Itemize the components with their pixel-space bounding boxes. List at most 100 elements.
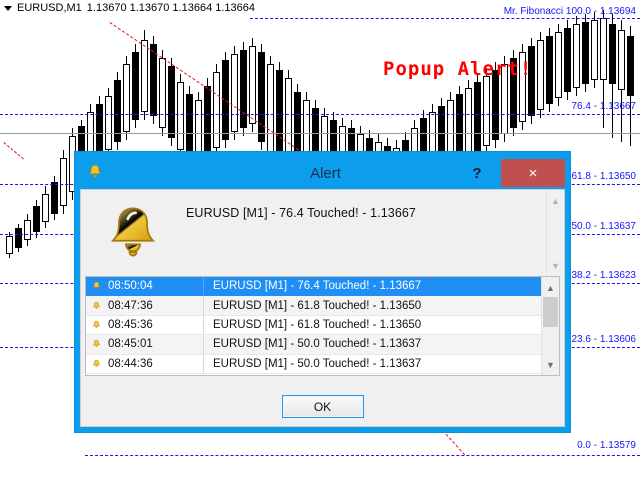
candle-body (42, 194, 49, 222)
close-icon[interactable]: × (501, 159, 565, 187)
candle-body (114, 80, 121, 142)
chart-ohlc-quotes: 1.13670 1.13670 1.13664 1.13664 (86, 2, 256, 14)
candle-body (213, 72, 220, 148)
dialog-titlebar[interactable]: Alert ? × (80, 157, 565, 189)
fib-line-0 (0, 114, 640, 115)
fib-label-0: 0.0 - 1.13579 (577, 440, 636, 451)
candle-body (267, 64, 274, 158)
candle-body (177, 82, 184, 150)
bell-icon (91, 280, 102, 292)
alert-time-text: 08:45:36 (108, 318, 153, 331)
candle-body (519, 52, 526, 122)
alert-time-cell: 08:47:36 (86, 296, 204, 315)
trend-line-lower (442, 430, 466, 456)
alert-dialog[interactable]: Alert ? × (75, 152, 570, 432)
candle-body (528, 46, 535, 116)
alert-history-list[interactable]: 08:50:04 EURUSD [M1] - 76.4 Touched! - 1.… (85, 276, 560, 376)
fib-label-2: 50.0 - 1.13637 (571, 221, 637, 232)
alert-time-text: 08:50:04 (108, 280, 153, 293)
scrollbar-thumb[interactable] (543, 297, 558, 327)
alert-time-text: 08:44:36 (108, 357, 153, 370)
table-row[interactable]: 08:50:04 EURUSD [M1] - 76.4 Touched! - 1.… (86, 277, 559, 297)
chevron-down-icon[interactable]: ▼ (546, 359, 555, 370)
candle-body (609, 24, 616, 84)
alert-message-cell: EURUSD [M1] - 50.0 Touched! - 1.13637 (213, 357, 422, 370)
alert-time-text: 08:47:36 (108, 299, 153, 312)
chevron-up-icon[interactable]: ▲ (546, 282, 555, 293)
candle-body (60, 158, 67, 206)
candle-body (591, 20, 598, 80)
help-icon[interactable]: ? (472, 164, 482, 182)
candle-body (33, 206, 40, 232)
chart-header: EURUSD,M1 1.13670 1.13670 1.13664 1.1366… (0, 0, 255, 16)
alert-time-cell: 08:45:36 (86, 315, 204, 335)
candle-body (240, 50, 247, 128)
bell-icon (86, 163, 104, 181)
trend-line-left-stub (3, 142, 24, 160)
message-scrollbar[interactable]: ▲ ▼ (546, 190, 564, 276)
dialog-title: Alert (310, 164, 341, 182)
candle-body (123, 64, 130, 132)
list-scrollbar[interactable]: ▲ ▼ (541, 277, 559, 375)
candle-body (231, 54, 238, 132)
ok-button[interactable]: OK (281, 395, 364, 418)
alert-message-cell: EURUSD [M1] - 50.0 Touched! - 1.13637 (213, 338, 422, 351)
fib-label-3: 38.2 - 1.13623 (571, 270, 637, 281)
dialog-button-row: OK (81, 395, 564, 418)
candle-body (492, 70, 499, 140)
alert-time-cell: 08:44:36 (86, 354, 204, 373)
candle-body (627, 36, 634, 96)
fib-label-0: 76.4 - 1.13667 (571, 101, 637, 112)
candle-body (24, 220, 31, 240)
table-row[interactable]: 08:45:01 EURUSD [M1] - 50.0 Touched! - 1.… (86, 335, 559, 355)
fib-label-100: Mr. Fibonacci 100.0 - 1.13694 (503, 6, 636, 17)
candle-body (465, 88, 472, 158)
fib-line-0 (85, 455, 640, 456)
candle-body (6, 236, 13, 254)
candle-body (15, 228, 22, 248)
candle-body (249, 46, 256, 124)
candle-body (51, 182, 58, 214)
chevron-down-icon[interactable] (4, 6, 12, 11)
fib-line-100 (250, 18, 640, 19)
candle-body (141, 40, 148, 112)
candle-body (573, 24, 580, 88)
candle-body (258, 52, 265, 142)
alert-message-cell: EURUSD [M1] - 76.4 Touched! - 1.13667 (213, 280, 422, 293)
candle-body (159, 58, 166, 128)
table-row[interactable]: 08:44:36 EURUSD [M1] - 50.0 Touched! - 1.… (86, 354, 559, 374)
alert-time-text: 08:45:01 (108, 338, 153, 351)
candle-body (546, 36, 553, 104)
bell-large-icon (105, 202, 161, 262)
alert-message-text: EURUSD [M1] - 76.4 Touched! - 1.13667 (186, 206, 416, 220)
candle-body (168, 66, 175, 138)
candle-body (537, 40, 544, 110)
candle-body (222, 60, 229, 140)
candle-body (474, 82, 481, 152)
chevron-down-icon[interactable]: ▼ (551, 260, 560, 271)
chevron-up-icon[interactable]: ▲ (551, 195, 560, 206)
candle-body (105, 96, 112, 150)
current-price-line (0, 133, 640, 134)
bell-icon (91, 319, 102, 331)
candle-body (510, 58, 517, 128)
alert-message-panel: EURUSD [M1] - 76.4 Touched! - 1.13667 ▲ … (81, 190, 564, 276)
close-glyph: × (528, 164, 538, 182)
fib-label-4: 23.6 - 1.13606 (571, 334, 637, 345)
alert-message-cell: EURUSD [M1] - 61.8 Touched! - 1.13650 (213, 299, 422, 312)
alert-time-cell: 08:45:01 (86, 335, 204, 354)
candle-body (555, 32, 562, 98)
alert-message-cell: EURUSD [M1] - 61.8 Touched! - 1.13650 (213, 318, 422, 331)
table-row[interactable]: 08:47:36 EURUSD [M1] - 61.8 Touched! - 1.… (86, 296, 559, 316)
table-row[interactable]: 08:45:36 EURUSD [M1] - 61.8 Touched! - 1.… (86, 315, 559, 336)
popup-alert-annotation: Popup Alert! (383, 58, 533, 80)
candle-body (483, 76, 490, 146)
candle-body (204, 86, 211, 160)
bell-icon (91, 338, 102, 350)
candle-body (132, 52, 139, 120)
chart-symbol-label: EURUSD,M1 (17, 2, 82, 14)
bell-icon (91, 300, 102, 312)
candle-body (600, 18, 607, 80)
bell-icon (91, 358, 102, 370)
